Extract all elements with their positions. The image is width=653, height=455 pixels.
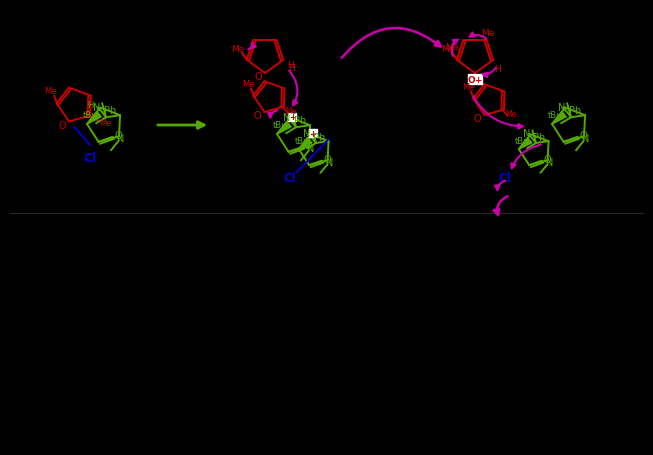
Text: N: N xyxy=(558,102,565,112)
Text: N: N xyxy=(582,134,590,144)
Text: Me: Me xyxy=(505,110,517,119)
Text: Me: Me xyxy=(242,80,254,89)
Text: Ph: Ph xyxy=(104,106,116,116)
Text: Cl: Cl xyxy=(84,151,97,164)
Polygon shape xyxy=(87,112,101,125)
Text: tBu: tBu xyxy=(295,136,309,146)
Text: N: N xyxy=(93,102,100,112)
Polygon shape xyxy=(299,138,312,150)
Polygon shape xyxy=(552,112,566,125)
Text: H: H xyxy=(288,64,295,73)
Text: Me: Me xyxy=(44,86,57,96)
Text: tBu: tBu xyxy=(548,111,562,119)
Text: H: H xyxy=(494,65,501,74)
Text: Me: Me xyxy=(445,43,458,52)
Text: H: H xyxy=(87,101,93,110)
Text: Ph: Ph xyxy=(313,132,326,142)
FancyBboxPatch shape xyxy=(468,75,482,85)
Text: O: O xyxy=(115,131,122,141)
Text: N: N xyxy=(546,158,553,168)
Text: Me: Me xyxy=(441,45,454,54)
Text: Me: Me xyxy=(285,107,296,116)
Text: O+: O+ xyxy=(468,76,483,84)
Text: Me: Me xyxy=(462,83,474,92)
Text: N: N xyxy=(308,144,315,154)
Text: O: O xyxy=(323,155,331,164)
Text: Cl: Cl xyxy=(283,171,296,184)
Text: tBu: tBu xyxy=(515,136,529,146)
Text: Me: Me xyxy=(481,29,494,38)
Text: Cl: Cl xyxy=(499,171,511,184)
Text: +: + xyxy=(310,130,316,139)
Polygon shape xyxy=(519,138,532,150)
Text: Ph: Ph xyxy=(534,132,546,142)
Text: O: O xyxy=(543,155,551,164)
Text: Me: Me xyxy=(99,119,112,128)
Text: Ph: Ph xyxy=(294,116,306,126)
Text: N: N xyxy=(523,129,530,139)
Text: Me: Me xyxy=(231,45,244,54)
FancyBboxPatch shape xyxy=(309,130,317,138)
Text: tBu: tBu xyxy=(273,121,287,129)
Text: Ph: Ph xyxy=(569,106,581,116)
Text: O: O xyxy=(580,131,587,141)
Text: O: O xyxy=(254,111,261,121)
Text: H: H xyxy=(287,61,294,70)
Text: N: N xyxy=(303,129,310,139)
Text: N: N xyxy=(326,158,333,168)
FancyBboxPatch shape xyxy=(289,113,296,121)
Text: tBu: tBu xyxy=(83,111,97,119)
Text: O: O xyxy=(473,114,481,124)
Text: O: O xyxy=(305,141,312,151)
Polygon shape xyxy=(277,122,291,135)
Text: +: + xyxy=(289,113,296,122)
Text: N: N xyxy=(118,134,125,144)
Text: O: O xyxy=(58,120,66,130)
Text: N: N xyxy=(283,112,290,122)
Text: O: O xyxy=(254,72,262,82)
